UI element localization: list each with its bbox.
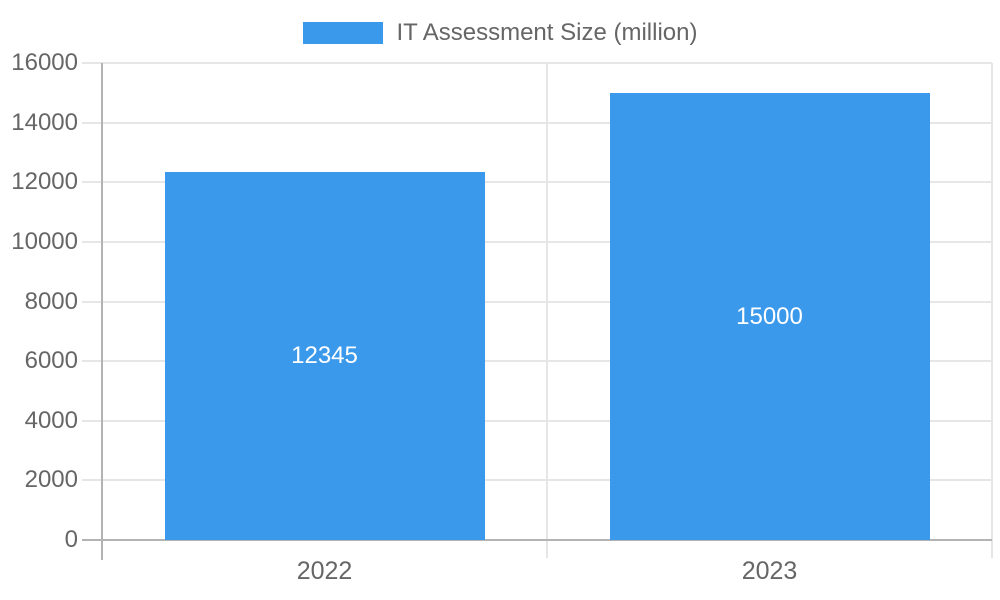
legend-item[interactable]: IT Assessment Size (million): [302, 19, 698, 46]
y-axis-tick-label: 10000: [11, 227, 78, 255]
y-axis-tick-label: 12000: [11, 168, 78, 196]
y-axis-tick-label: 2000: [24, 466, 78, 494]
legend-label: IT Assessment Size (million): [396, 19, 698, 46]
y-gridline: [102, 240, 992, 243]
x-gridline: [546, 63, 548, 558]
y-tick-mark: [82, 300, 102, 303]
y-tick-mark: [82, 360, 102, 363]
x-gridline: [991, 63, 993, 558]
y-gridline: [102, 360, 992, 363]
y-gridline: [102, 300, 992, 303]
y-tick-mark: [82, 181, 102, 184]
bar-2023[interactable]: [610, 93, 930, 540]
bar-value-label: 15000: [736, 302, 803, 330]
y-tick-mark: [82, 419, 102, 422]
chart-legend: IT Assessment Size (million): [0, 20, 1000, 46]
y-gridline: [102, 479, 992, 482]
bar-value-label: 12345: [291, 342, 358, 369]
y-tick-mark: [82, 240, 102, 243]
y-axis-tick-label: 8000: [24, 287, 78, 315]
y-axis-tick-label: 6000: [24, 347, 78, 375]
y-axis-tick-label: 0: [64, 526, 78, 553]
x-axis-baseline: [102, 539, 992, 541]
y-tick-mark: [82, 62, 102, 64]
y-axis-tick-label: 14000: [11, 108, 78, 136]
y-gridline: [102, 62, 992, 64]
y-gridline: [102, 419, 992, 422]
y-tick-mark: [82, 121, 102, 124]
y-gridline: [102, 121, 992, 124]
y-axis-line: [101, 63, 103, 560]
y-gridline: [102, 181, 992, 184]
bar-2022[interactable]: [165, 172, 485, 540]
y-tick-mark: [82, 479, 102, 482]
legend-swatch-icon: [302, 22, 383, 44]
x-axis-tick-label: 2022: [296, 557, 353, 585]
y-axis-tick-label: 16000: [11, 49, 78, 76]
y-axis-tick-label: 4000: [24, 406, 78, 434]
y-tick-mark: [82, 539, 102, 541]
x-axis-tick-label: 2023: [741, 557, 798, 585]
